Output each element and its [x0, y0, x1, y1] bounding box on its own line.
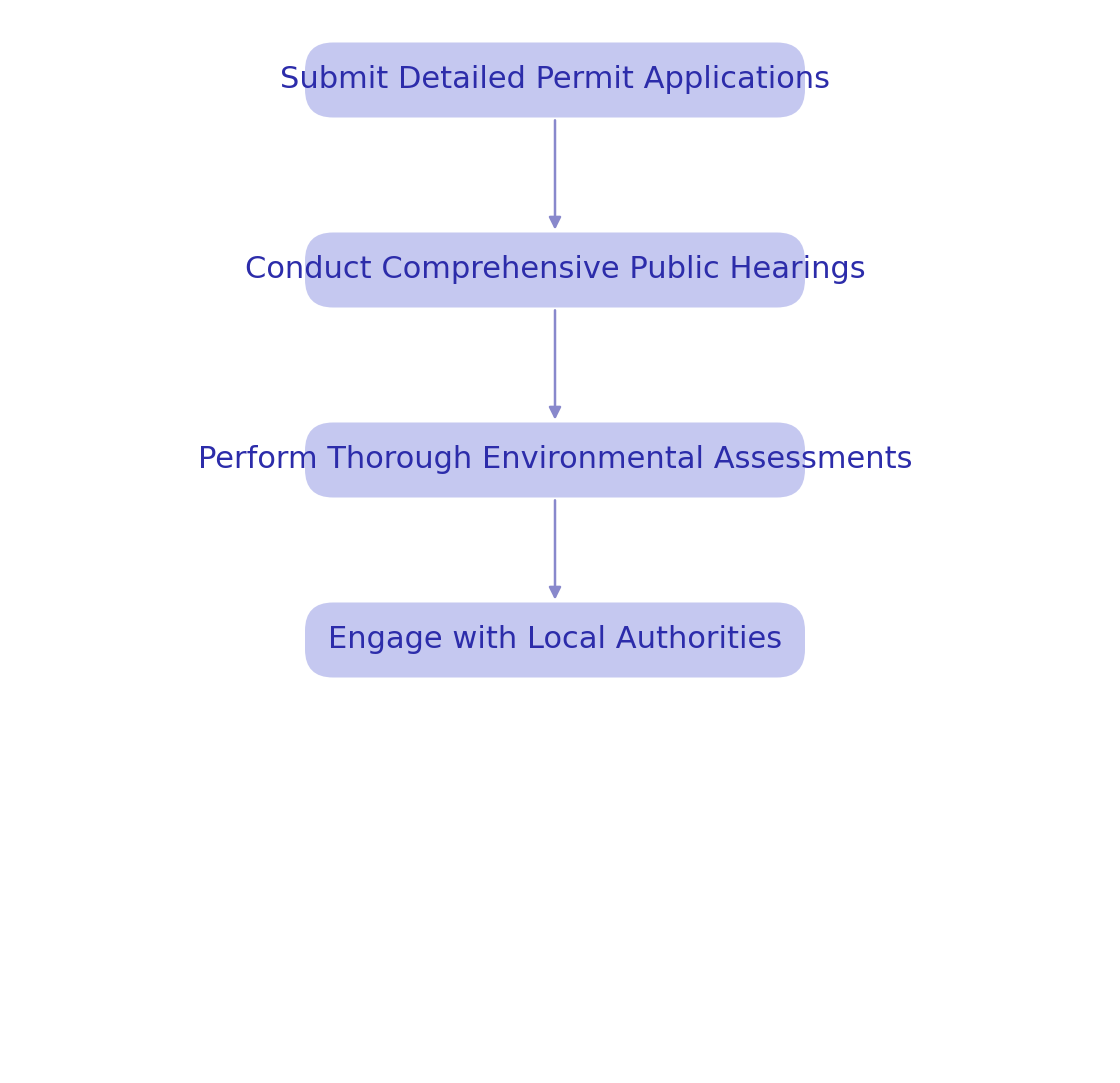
Text: Perform Thorough Environmental Assessments: Perform Thorough Environmental Assessmen… [198, 445, 913, 474]
FancyBboxPatch shape [305, 233, 805, 308]
FancyBboxPatch shape [305, 602, 805, 678]
Text: Engage with Local Authorities: Engage with Local Authorities [328, 626, 782, 654]
FancyBboxPatch shape [305, 42, 805, 117]
Text: Submit Detailed Permit Applications: Submit Detailed Permit Applications [280, 65, 830, 94]
Text: Conduct Comprehensive Public Hearings: Conduct Comprehensive Public Hearings [244, 256, 866, 285]
FancyBboxPatch shape [305, 422, 805, 497]
